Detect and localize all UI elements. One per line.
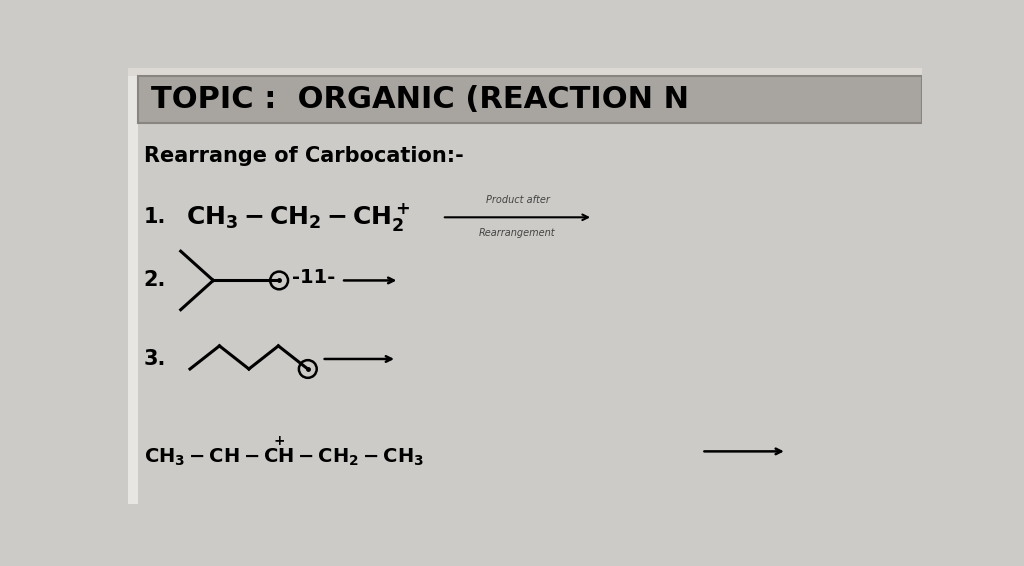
Text: $\mathbf{CH_3-CH_2-CH_2^+}$: $\mathbf{CH_3-CH_2-CH_2^+}$ xyxy=(186,201,410,233)
Text: TOPIC :  ORGANIC (REACTION N: TOPIC : ORGANIC (REACTION N xyxy=(152,85,689,114)
FancyBboxPatch shape xyxy=(138,76,922,123)
Bar xyxy=(128,68,922,76)
Text: Rearrangement: Rearrangement xyxy=(479,228,556,238)
Text: 1.: 1. xyxy=(143,207,166,228)
Text: $\mathbf{CH_3-CH-\overset{+}{CH}-CH_2-CH_3}$: $\mathbf{CH_3-CH-\overset{+}{CH}-CH_2-CH… xyxy=(143,434,424,469)
Text: 2.: 2. xyxy=(143,271,166,290)
Text: -11-: -11- xyxy=(292,268,335,287)
Text: Product after: Product after xyxy=(485,195,549,205)
Bar xyxy=(128,68,138,504)
Text: Rearrange of Carbocation:-: Rearrange of Carbocation:- xyxy=(143,145,463,166)
Text: 3.: 3. xyxy=(143,349,166,369)
